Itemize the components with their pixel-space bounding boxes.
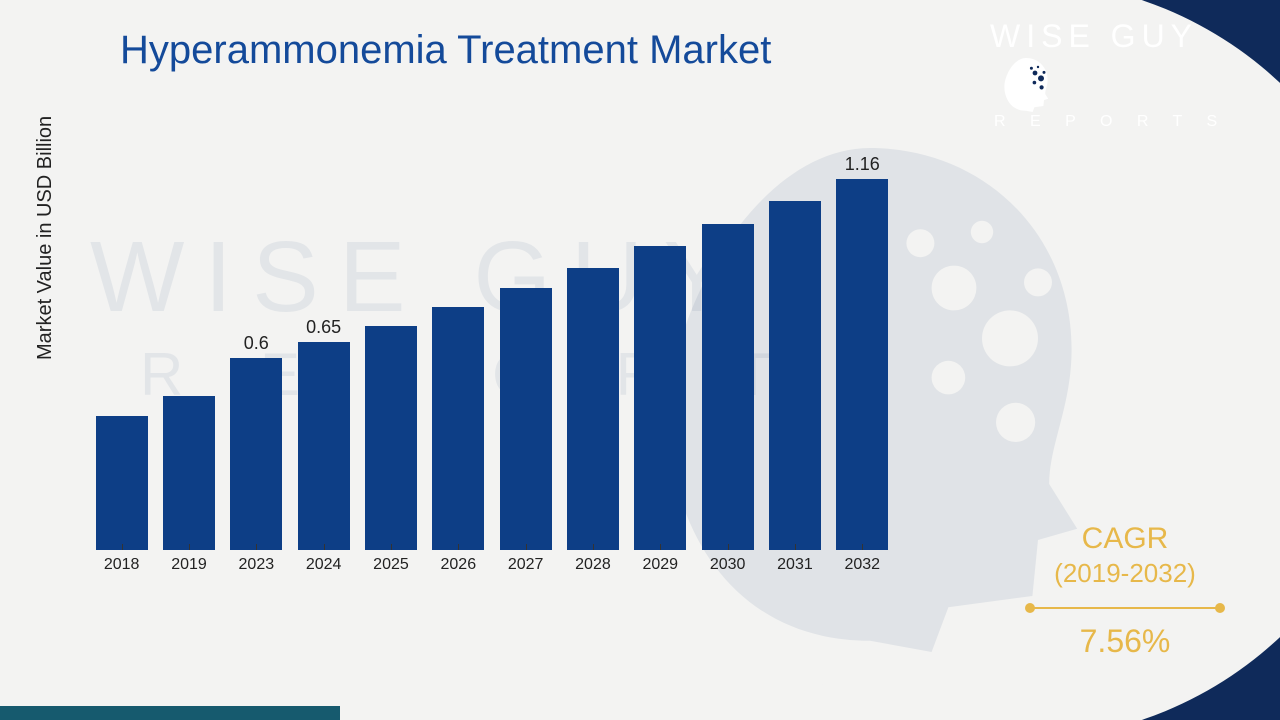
x-tick-label: 2026 bbox=[441, 556, 477, 574]
bar bbox=[96, 416, 148, 550]
bar-slot bbox=[425, 150, 492, 550]
x-tick: 2032 bbox=[829, 550, 896, 590]
bar-slot bbox=[559, 150, 626, 550]
bar bbox=[365, 326, 417, 550]
cagr-range: (2019-2032) bbox=[1010, 558, 1240, 589]
bar-slot bbox=[155, 150, 222, 550]
bar-slot bbox=[88, 150, 155, 550]
cagr-value: 7.56% bbox=[1010, 623, 1240, 660]
x-tick: 2018 bbox=[88, 550, 155, 590]
x-tick-label: 2023 bbox=[239, 556, 275, 574]
x-tick: 2028 bbox=[559, 550, 626, 590]
x-tick: 2023 bbox=[223, 550, 290, 590]
x-tick-label: 2029 bbox=[642, 556, 678, 574]
x-tick-label: 2027 bbox=[508, 556, 544, 574]
x-tick-label: 2018 bbox=[104, 556, 140, 574]
bar bbox=[163, 396, 215, 550]
x-tick-label: 2030 bbox=[710, 556, 746, 574]
bar-slot bbox=[761, 150, 828, 550]
y-axis-label: Market Value in USD Billion bbox=[34, 116, 57, 360]
x-tick-label: 2028 bbox=[575, 556, 611, 574]
cagr-title: CAGR bbox=[1010, 522, 1240, 556]
bar-slot bbox=[627, 150, 694, 550]
x-tick-label: 2031 bbox=[777, 556, 813, 574]
bar-slot: 0.65 bbox=[290, 150, 357, 550]
x-tick: 2030 bbox=[694, 550, 761, 590]
bar-slot: 1.16 bbox=[829, 150, 896, 550]
x-tick-label: 2032 bbox=[844, 556, 880, 574]
bar bbox=[298, 342, 350, 550]
x-tick-label: 2025 bbox=[373, 556, 409, 574]
logo-text-main: WISE GUY bbox=[990, 18, 1198, 55]
bar-value-label: 0.65 bbox=[306, 317, 341, 338]
bar bbox=[769, 201, 821, 550]
bar-slot bbox=[492, 150, 559, 550]
bar bbox=[836, 179, 888, 550]
logo-text-sub: R E P O R T S bbox=[990, 113, 1250, 131]
x-tick: 2025 bbox=[357, 550, 424, 590]
x-tick: 2029 bbox=[627, 550, 694, 590]
bar bbox=[432, 307, 484, 550]
infographic-canvas: WISE GUY R E P O R T S WISE GUY R E P O … bbox=[0, 0, 1280, 720]
bar bbox=[230, 358, 282, 550]
bar-slot: 0.6 bbox=[223, 150, 290, 550]
bar bbox=[634, 246, 686, 550]
x-axis: 2018 2019 2023 2024 2025 2026 2027 2028 2029 2030… bbox=[82, 550, 902, 590]
brand-logo: WISE GUY R E P O R T S bbox=[990, 18, 1250, 131]
x-tick: 2024 bbox=[290, 550, 357, 590]
x-tick: 2026 bbox=[425, 550, 492, 590]
bar-slot bbox=[357, 150, 424, 550]
chart-title: Hyperammonemia Treatment Market bbox=[120, 28, 771, 73]
x-tick-label: 2019 bbox=[171, 556, 207, 574]
x-tick: 2019 bbox=[155, 550, 222, 590]
bar bbox=[702, 224, 754, 550]
bottom-accent-bar bbox=[0, 706, 340, 720]
bar bbox=[567, 268, 619, 550]
x-tick: 2031 bbox=[761, 550, 828, 590]
cagr-block: CAGR (2019-2032) 7.56% bbox=[1010, 522, 1240, 660]
x-tick-label: 2024 bbox=[306, 556, 342, 574]
cagr-divider-line bbox=[1030, 607, 1220, 609]
bar-chart: 0.6 0.65 1.16 2018 2019 2023 2024 2025 2026 2027… bbox=[82, 150, 902, 590]
bar-value-label: 0.6 bbox=[244, 333, 269, 354]
bar-slot bbox=[694, 150, 761, 550]
bar-value-label: 1.16 bbox=[845, 154, 880, 175]
x-tick: 2027 bbox=[492, 550, 559, 590]
plot-area: 0.6 0.65 1.16 bbox=[82, 150, 902, 550]
bar bbox=[500, 288, 552, 550]
logo-head-icon bbox=[996, 55, 1056, 115]
